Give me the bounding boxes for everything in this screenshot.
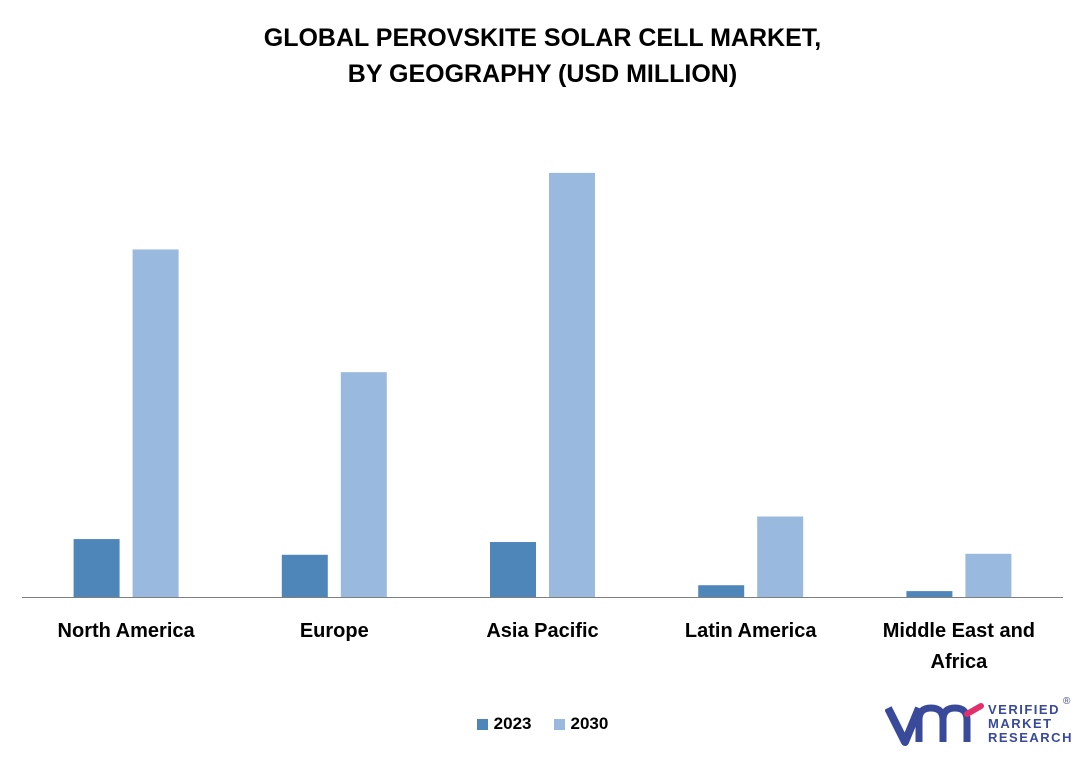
bar-latin-america-2030 — [757, 516, 804, 597]
legend-swatch-2030 — [553, 718, 565, 730]
bar-north-america-2030 — [132, 249, 179, 597]
chart-legend: 2023 2030 — [0, 714, 1085, 734]
bar-chart: North America Europe Asia Pacific Latin Ame… — [22, 172, 1063, 673]
chart-title: GLOBAL PEROVSKITE SOLAR CELL MARKET, BY … — [0, 20, 1085, 92]
chart-title-line-1: GLOBAL PEROVSKITE SOLAR CELL MARKET, — [263, 24, 822, 52]
x-tick-label-north-america: North America — [58, 620, 196, 642]
x-tick-label-middle-east-and-africa-line-2: Africa — [931, 651, 989, 673]
registered-mark: ® — [1063, 696, 1071, 707]
legend-item-2023[interactable]: 2023 — [476, 714, 532, 734]
bar-asia-pacific-2023 — [490, 542, 536, 597]
verified-market-research-logo: VERIFIED MARKET RESEARCH ® — [884, 696, 1075, 750]
logo-line-2: MARKET — [988, 716, 1053, 731]
x-tick-label-latin-america: Latin America — [685, 620, 817, 642]
legend-swatch-2023 — [476, 718, 488, 730]
legend-label-2030: 2030 — [570, 714, 609, 733]
bar-europe-2030 — [340, 372, 387, 597]
bar-europe-2023 — [281, 554, 328, 597]
legend-label-2023: 2023 — [493, 714, 532, 733]
x-tick-label-middle-east-and-africa-line-1: Middle East and — [883, 620, 1035, 642]
vmr-logo-icon — [884, 703, 984, 746]
logo-text: VERIFIED MARKET RESEARCH — [988, 703, 1073, 745]
bar-middle-east-and-africa-2023 — [906, 591, 953, 597]
x-tick-label-europe: Europe — [300, 620, 369, 642]
bar-middle-east-and-africa-2030 — [965, 553, 1012, 597]
bar-latin-america-2023 — [698, 585, 745, 597]
x-tick-label-asia-pacific: Asia Pacific — [486, 620, 598, 642]
logo-line-3: RESEARCH — [988, 730, 1073, 745]
chart-title-line-2: BY GEOGRAPHY (USD MILLION) — [347, 60, 738, 88]
legend-item-2030[interactable]: 2030 — [553, 714, 609, 734]
bar-north-america-2023 — [73, 539, 120, 597]
bar-asia-pacific-2030 — [549, 172, 595, 597]
logo-line-1: VERIFIED — [988, 702, 1060, 717]
